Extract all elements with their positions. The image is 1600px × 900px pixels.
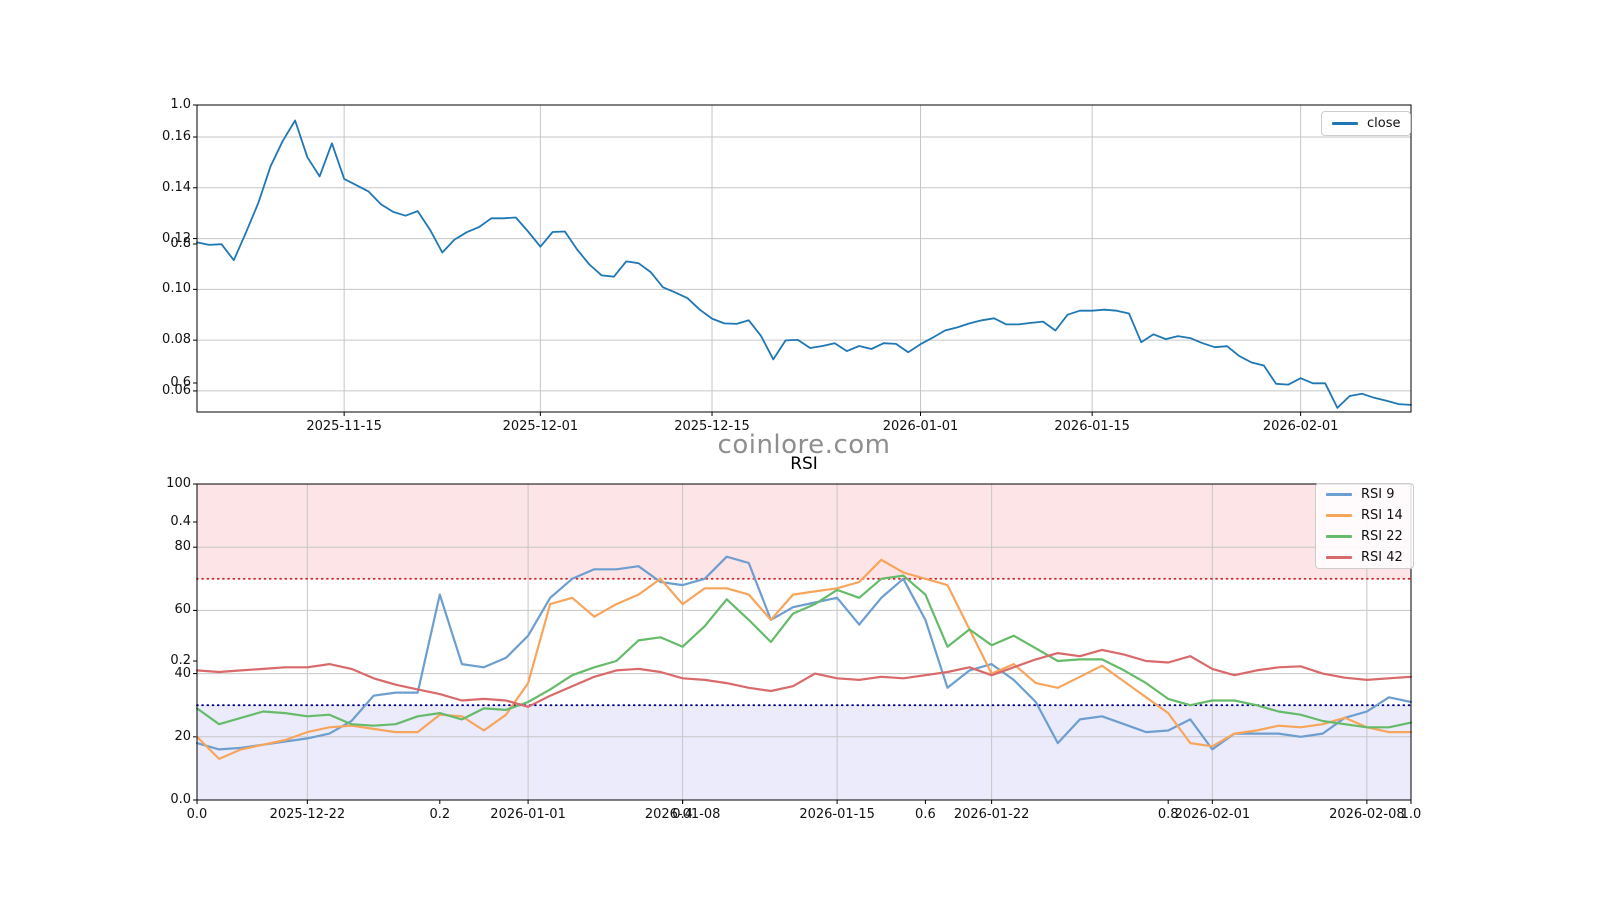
overlay-y-tick-label: 0.2 — [170, 653, 191, 668]
x-tick-label: 2025-12-01 — [502, 419, 579, 434]
overlay-x-tick-label: 0.6 — [915, 807, 936, 822]
y-tick-label: 40 — [174, 665, 191, 681]
legend-entry-rsi14: RSI 14 — [1316, 505, 1413, 526]
overlay-x-tick-label: 0.0 — [186, 807, 208, 822]
y-tick-label: 80 — [174, 539, 191, 555]
legend-label-rsi14: RSI 14 — [1361, 508, 1403, 523]
x-tick-label: 2026-02-01 — [1262, 419, 1339, 434]
legend-entry-rsi22: RSI 22 — [1316, 526, 1413, 547]
overlay-y-tick-label: 0.6 — [170, 375, 191, 390]
close-line-swatch — [1332, 122, 1358, 125]
y-tick-label: 0.16 — [162, 128, 191, 144]
x-tick-label: 2026-01-22 — [953, 807, 1030, 822]
legend-label-close: close — [1367, 116, 1401, 131]
legend-entry-rsi42: RSI 42 — [1316, 547, 1413, 568]
legend-rsi: RSI 9 RSI 14 RSI 22 RSI 42 — [1315, 483, 1414, 569]
overlay-x-tick-label: 0.4 — [672, 807, 693, 822]
x-tick-label: 2026-01-15 — [1054, 419, 1130, 434]
legend-entry-close: close — [1322, 112, 1410, 135]
y-tick-label: 0.06 — [162, 382, 191, 398]
x-tick-label: 2026-01-08 — [644, 807, 721, 822]
threshold-band — [197, 484, 1411, 579]
overlay-y-tick-label: 0.8 — [170, 236, 191, 251]
y-tick-label: 60 — [174, 602, 191, 618]
legend-entry-rsi9: RSI 9 — [1316, 484, 1413, 505]
overlay-y-tick-label: 0.4 — [170, 514, 191, 529]
y-tick-label: 100 — [166, 476, 191, 491]
legend-close: close — [1321, 111, 1412, 136]
rsi-chart-title: RSI — [790, 454, 818, 474]
overlay-y-tick-label: 1.0 — [170, 97, 191, 112]
legend-label-rsi9: RSI 9 — [1361, 487, 1395, 502]
x-tick-label: 2026-02-08 — [1329, 807, 1405, 822]
y-tick-label: 0.08 — [162, 332, 191, 348]
threshold-band — [197, 705, 1411, 800]
x-tick-label: 2025-12-22 — [269, 807, 346, 822]
x-tick-label: 2026-02-01 — [1174, 807, 1251, 822]
overlay-x-tick-label: 0.8 — [1157, 807, 1179, 822]
legend-label-rsi22: RSI 22 — [1361, 529, 1403, 544]
x-tick-label: 2026-01-01 — [490, 807, 566, 822]
watermark: coinlore.com — [717, 430, 891, 460]
series-line-rsi-22 — [195, 574, 1413, 729]
axes-spines — [196, 104, 1412, 413]
x-tick-label: 2025-11-15 — [306, 419, 382, 434]
series-line-close — [196, 119, 1412, 409]
rsi22-line-swatch — [1326, 535, 1352, 538]
y-tick-label: 0.10 — [162, 281, 191, 297]
overlay-y-tick-label: 0.0 — [170, 792, 191, 807]
y-tick-label: 20 — [174, 728, 191, 744]
rsi42-line-swatch — [1326, 556, 1352, 559]
y-tick-label: 0.14 — [162, 179, 191, 195]
series-line-rsi-42 — [195, 648, 1413, 708]
x-tick-label: 2025-12-15 — [674, 419, 750, 434]
overlay-x-tick-label: 0.2 — [429, 807, 451, 822]
x-tick-label: 2026-01-15 — [799, 807, 875, 822]
rsi9-line-swatch — [1326, 493, 1352, 496]
series-line-rsi-9 — [195, 555, 1413, 751]
overlay-x-tick-label: 1.0 — [1400, 807, 1422, 822]
legend-label-rsi42: RSI 42 — [1361, 550, 1403, 565]
axes-spines — [196, 483, 1412, 801]
series-line-rsi-14 — [195, 558, 1413, 761]
x-tick-label: 2026-01-01 — [882, 419, 959, 434]
y-tick-label: 0.12 — [162, 230, 191, 246]
rsi14-line-swatch — [1326, 514, 1352, 517]
